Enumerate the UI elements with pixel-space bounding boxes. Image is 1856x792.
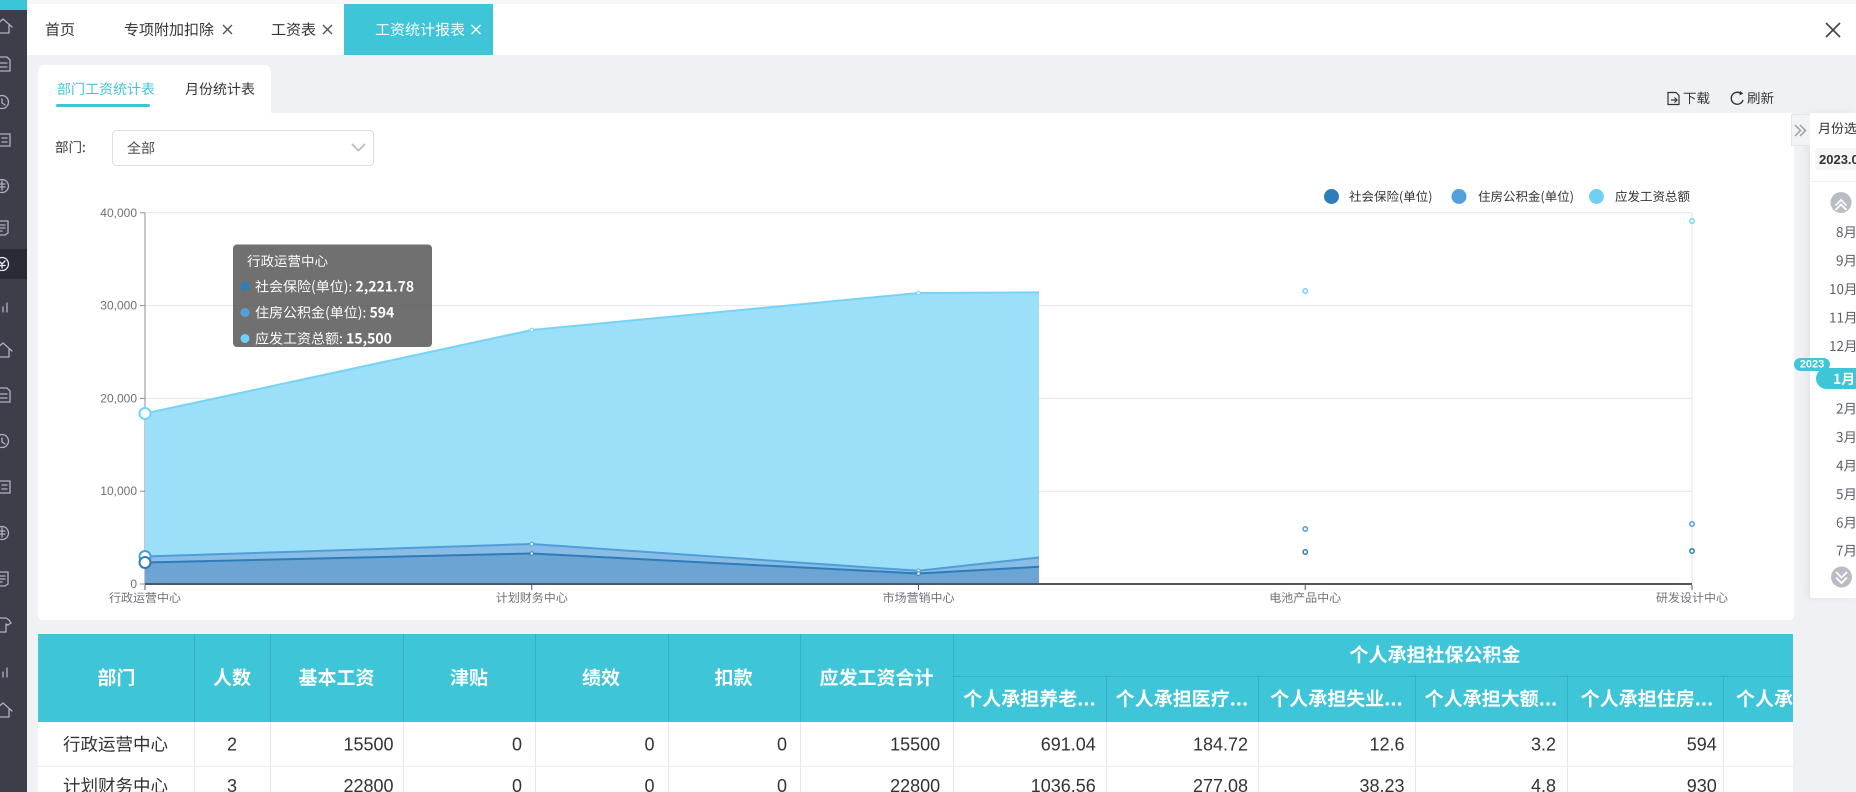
svg-text:0: 0 [512, 776, 522, 792]
svg-text:0: 0 [130, 577, 137, 591]
svg-text:184.72: 184.72 [1193, 735, 1248, 755]
svg-text:40,000: 40,000 [100, 206, 137, 220]
svg-text:12.6: 12.6 [1369, 735, 1404, 755]
svg-text:4.8: 4.8 [1531, 776, 1556, 792]
svg-text:594: 594 [1687, 735, 1717, 755]
svg-text:20,000: 20,000 [100, 391, 137, 405]
svg-text:38.23: 38.23 [1359, 776, 1404, 792]
svg-text:22800: 22800 [343, 776, 393, 792]
svg-text:15500: 15500 [890, 735, 940, 755]
svg-text:3: 3 [227, 776, 237, 792]
svg-text:0: 0 [644, 776, 654, 792]
svg-text:2: 2 [227, 735, 237, 755]
svg-text:30,000: 30,000 [100, 299, 137, 313]
svg-text:930: 930 [1687, 776, 1717, 792]
svg-text:1036.56: 1036.56 [1031, 776, 1096, 792]
svg-text:3.2: 3.2 [1531, 735, 1556, 755]
svg-text:0: 0 [777, 735, 787, 755]
svg-text:10,000: 10,000 [100, 484, 137, 498]
svg-text:0: 0 [512, 735, 522, 755]
svg-text:2023.02: 2023.02 [1819, 152, 1856, 167]
svg-text:2023: 2023 [1800, 359, 1824, 371]
svg-text:277.08: 277.08 [1193, 776, 1248, 792]
svg-text:15500: 15500 [343, 735, 393, 755]
svg-text:0: 0 [777, 776, 787, 792]
svg-text:22800: 22800 [890, 776, 940, 792]
svg-text:691.04: 691.04 [1041, 735, 1096, 755]
svg-text:0: 0 [644, 735, 654, 755]
